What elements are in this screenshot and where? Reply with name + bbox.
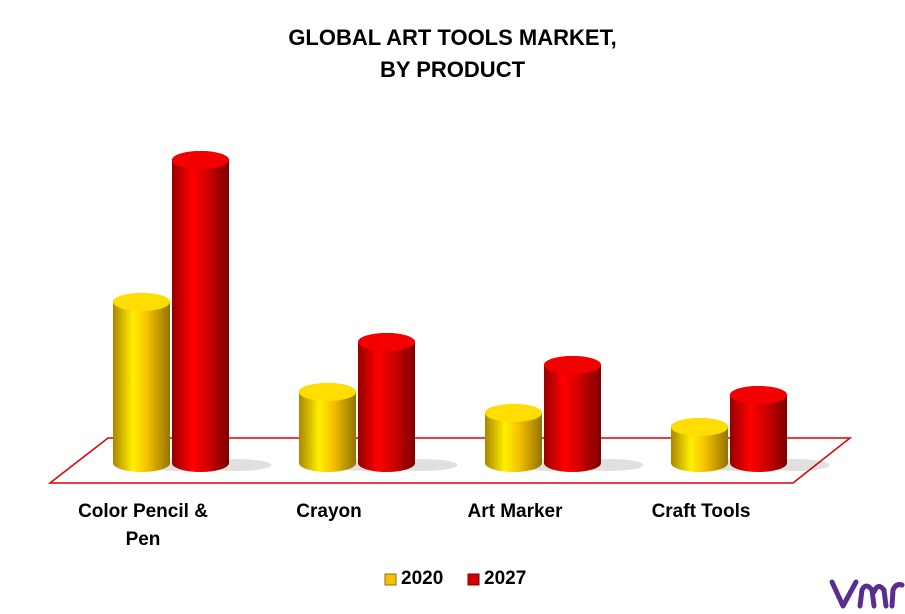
bar-top <box>671 418 728 436</box>
bar <box>299 383 356 473</box>
bar-top <box>544 356 601 374</box>
bar <box>485 404 542 473</box>
bar <box>113 293 170 473</box>
bar <box>544 356 601 473</box>
bar-top <box>730 386 787 404</box>
bar-top <box>358 333 415 351</box>
bar <box>358 333 415 473</box>
chart-title: GLOBAL ART TOOLS MARKET, BY PRODUCT <box>288 25 617 82</box>
x-tick-label: Craft Tools <box>651 501 751 522</box>
bar-top <box>172 151 229 169</box>
bar <box>172 151 229 473</box>
bar <box>730 386 787 473</box>
floor <box>47 437 853 484</box>
x-tick-label: Color Pencil & Pen <box>78 501 208 550</box>
legend-label: 2027 <box>484 568 527 589</box>
legend-label: 2020 <box>401 568 444 589</box>
bar-top <box>113 293 170 311</box>
x-tick-label: Art Marker <box>467 501 563 522</box>
bar-top <box>299 383 356 401</box>
legend-swatch <box>467 573 480 586</box>
x-tick-label: Crayon <box>296 501 362 522</box>
legend-swatch <box>384 573 397 586</box>
bar-top <box>485 404 542 422</box>
logo <box>829 579 905 609</box>
